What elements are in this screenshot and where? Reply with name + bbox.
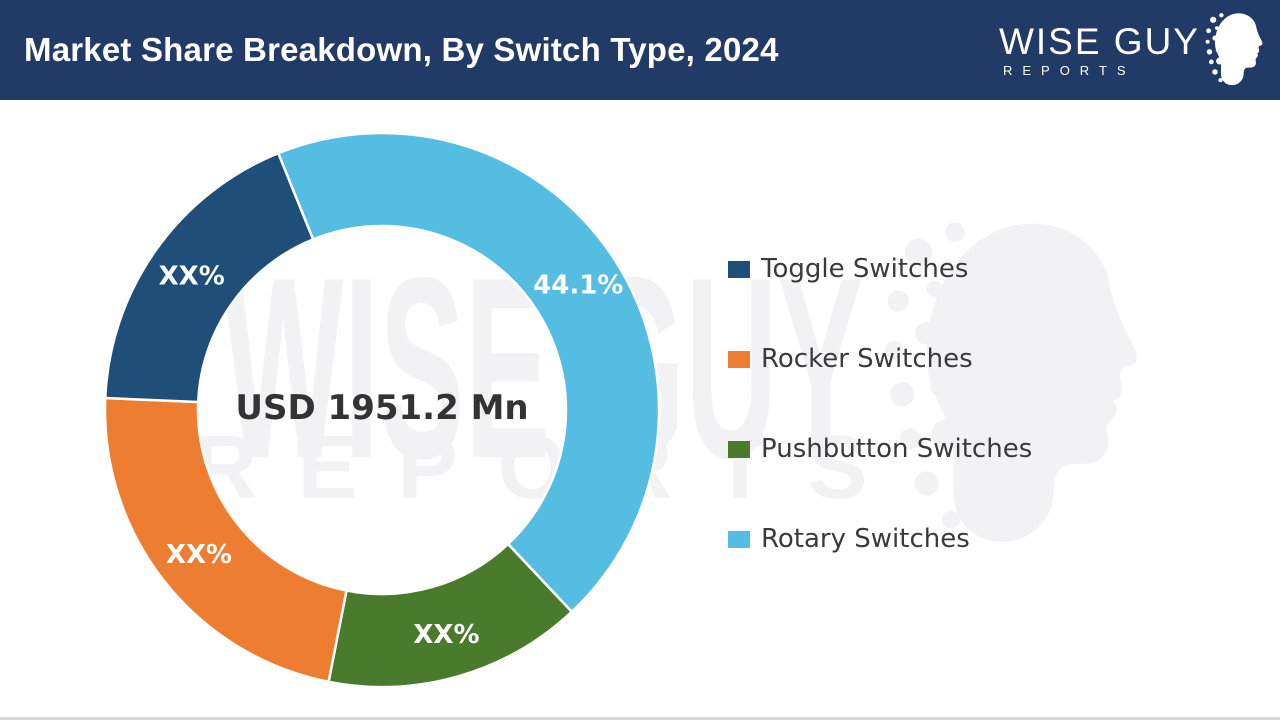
brand-name: WISE GUY xyxy=(998,21,1200,62)
header-bar: Market Share Breakdown, By Switch Type, … xyxy=(0,0,1280,100)
legend-label: Rotary Switches xyxy=(761,524,970,554)
brand-logo: WISE GUY REPORTS xyxy=(999,8,1268,92)
chart-legend: Toggle Switches Rocker Switches Pushbutton… xyxy=(728,252,1032,556)
slice-value-label: XX% xyxy=(159,262,225,292)
footer-divider xyxy=(0,717,1280,720)
legend-swatch xyxy=(728,260,750,278)
slice-value-label: XX% xyxy=(413,620,479,650)
page-title: Market Share Breakdown, By Switch Type, … xyxy=(24,31,779,68)
donut-segment-rocker-switches xyxy=(103,396,348,684)
legend-swatch xyxy=(728,440,750,458)
legend-label: Rocker Switches xyxy=(761,344,973,374)
donut-segment-toggle-switches xyxy=(104,151,315,404)
legend-swatch xyxy=(728,530,750,548)
brand-logo-text: WISE GUY REPORTS xyxy=(999,23,1200,77)
legend-label: Toggle Switches xyxy=(761,254,969,284)
donut-chart: 44.1% XX% XX% XX% xyxy=(103,131,661,689)
legend-item-toggle-switches: Toggle Switches xyxy=(728,252,1032,286)
slice-value-label: 44.1% xyxy=(533,270,623,300)
legend-item-rotary-switches: Rotary Switches xyxy=(728,522,1032,556)
legend-label: Pushbutton Switches xyxy=(761,434,1033,464)
chart-center-value: USD 1951.2 Mn xyxy=(235,388,529,428)
legend-item-rocker-switches: Rocker Switches xyxy=(728,342,1032,376)
brand-face-icon xyxy=(1205,13,1263,86)
chart-area: WISE GUY REPORTS 44.1% XX% XX% XX% USD 1951… xyxy=(0,100,1280,717)
legend-item-pushbutton-switches: Pushbutton Switches xyxy=(728,432,1032,466)
watermark-brand-subtitle: REPORTS xyxy=(192,418,907,518)
legend-swatch xyxy=(728,350,750,368)
slice-value-label: XX% xyxy=(166,540,232,570)
brand-subtitle: REPORTS xyxy=(1002,63,1136,78)
donut-segment-rotary-switches xyxy=(276,131,661,614)
